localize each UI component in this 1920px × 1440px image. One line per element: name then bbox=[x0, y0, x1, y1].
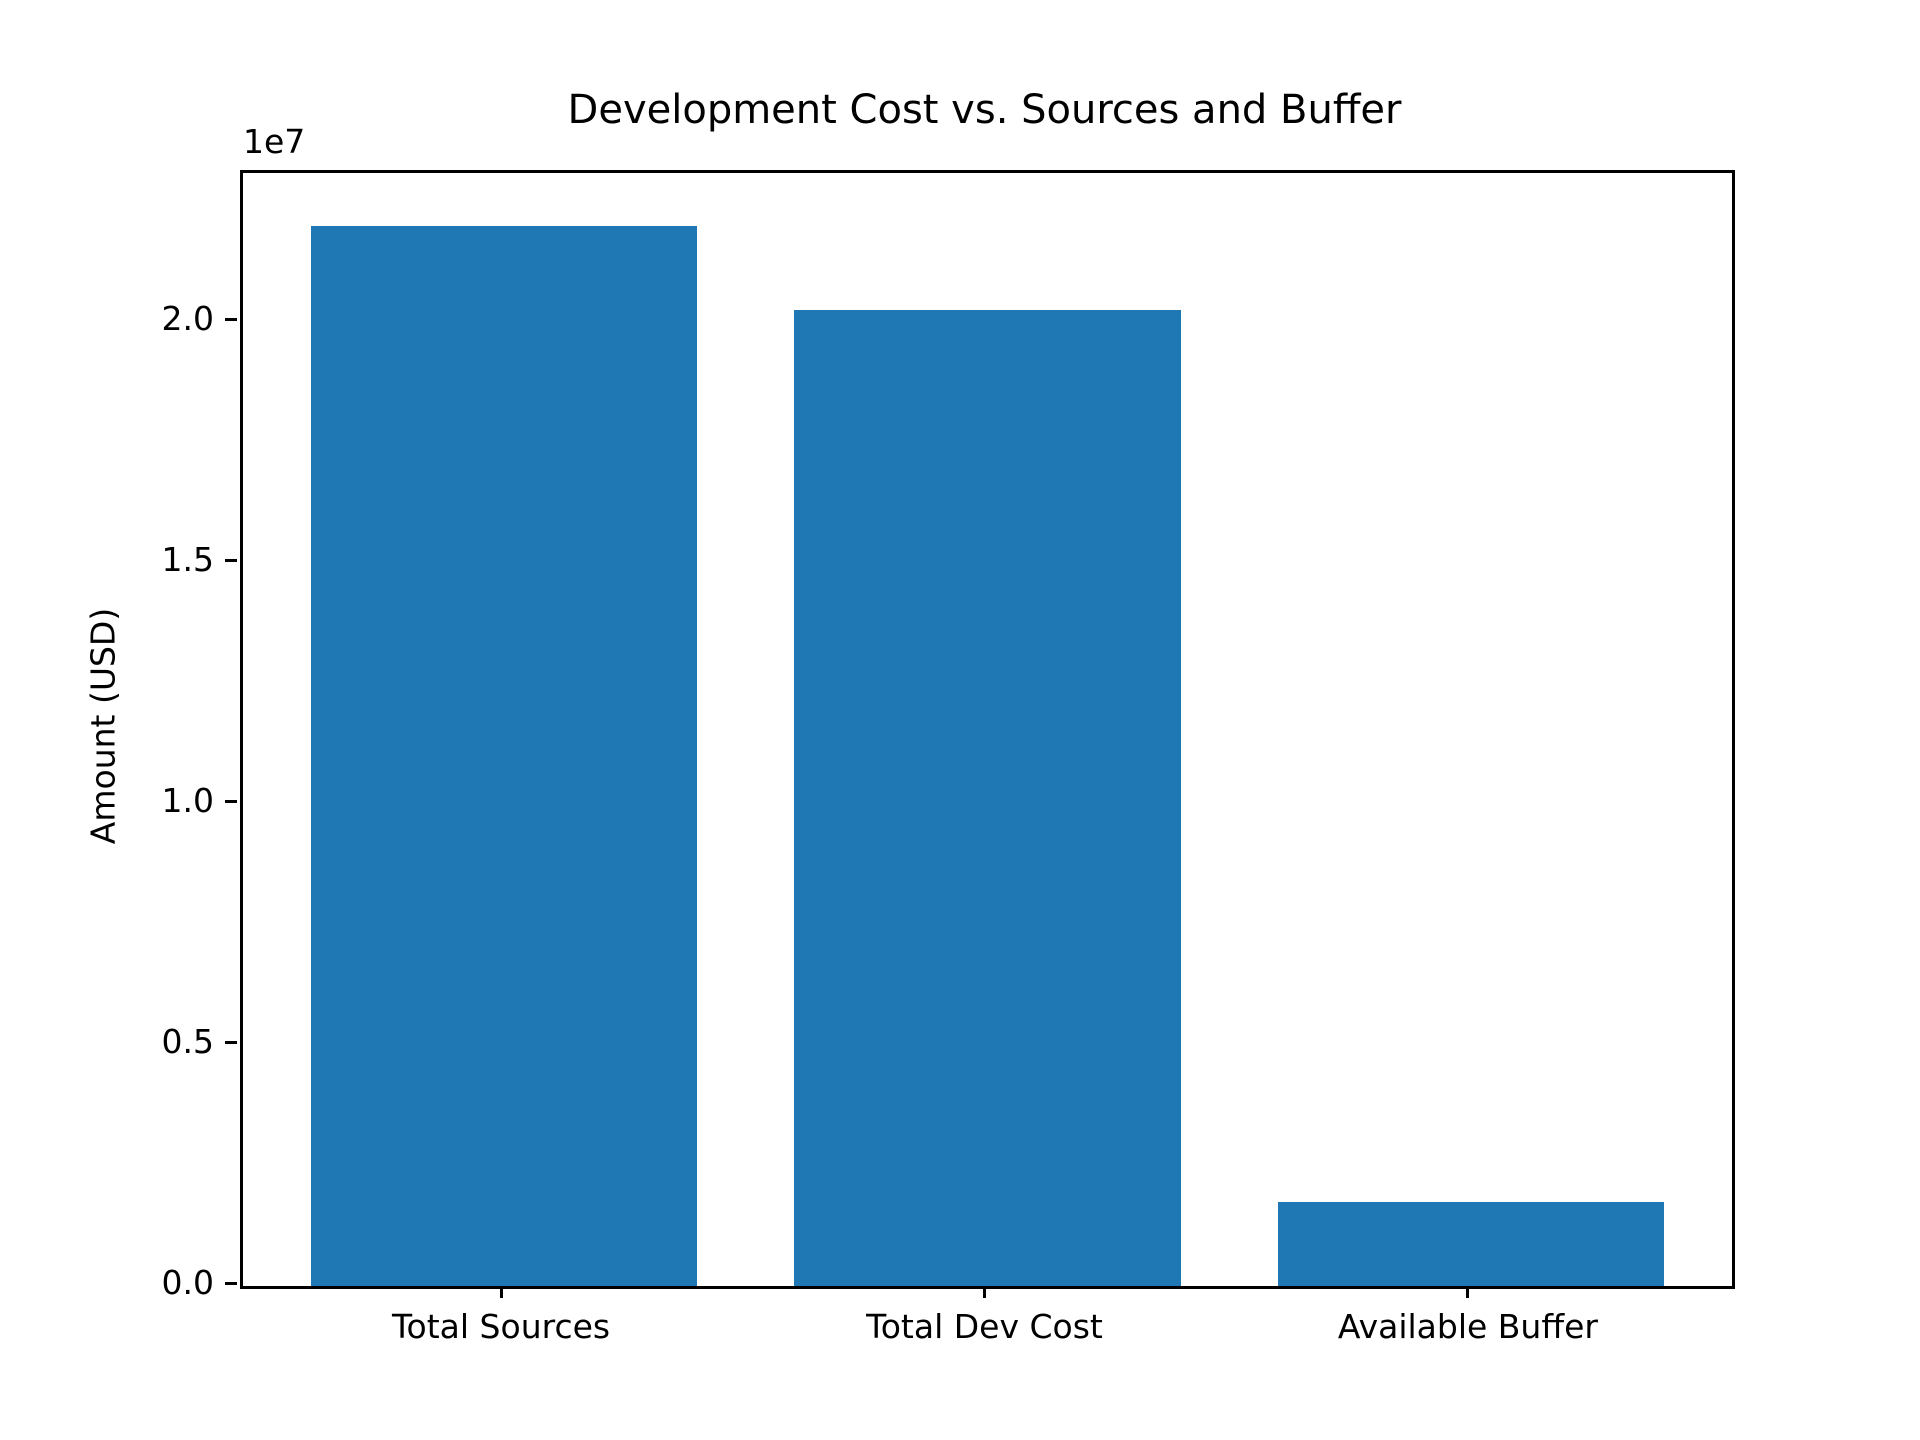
y-tick-mark bbox=[225, 317, 237, 321]
y-tick-label: 1.5 bbox=[161, 540, 214, 580]
y-tick-mark bbox=[225, 1040, 237, 1044]
y-tick-mark bbox=[225, 558, 237, 562]
y-axis-offset-label: 1e7 bbox=[243, 122, 306, 161]
y-tick-label: 2.0 bbox=[161, 299, 214, 339]
bar-available-buffer bbox=[1277, 1202, 1665, 1286]
x-tick-label: Available Buffer bbox=[1337, 1307, 1598, 1346]
y-tick-label: 0.0 bbox=[161, 1263, 214, 1302]
x-tick-label: Total Dev Cost bbox=[866, 1307, 1103, 1346]
x-tick-mark bbox=[983, 1286, 986, 1298]
y-tick-label: 1.0 bbox=[161, 781, 214, 821]
x-tick-label: Total Sources bbox=[392, 1307, 611, 1346]
x-tick-mark bbox=[1466, 1286, 1470, 1298]
x-tick-mark bbox=[499, 1286, 503, 1298]
y-tick-label: 0.5 bbox=[161, 1022, 214, 1062]
y-tick-mark bbox=[225, 1281, 237, 1285]
bar-total-sources bbox=[310, 226, 698, 1286]
plot-area bbox=[240, 170, 1735, 1289]
y-tick-mark bbox=[225, 799, 237, 803]
bar-total-dev-cost bbox=[794, 310, 1181, 1286]
chart-title: Development Cost vs. Sources and Buffer bbox=[567, 87, 1402, 133]
